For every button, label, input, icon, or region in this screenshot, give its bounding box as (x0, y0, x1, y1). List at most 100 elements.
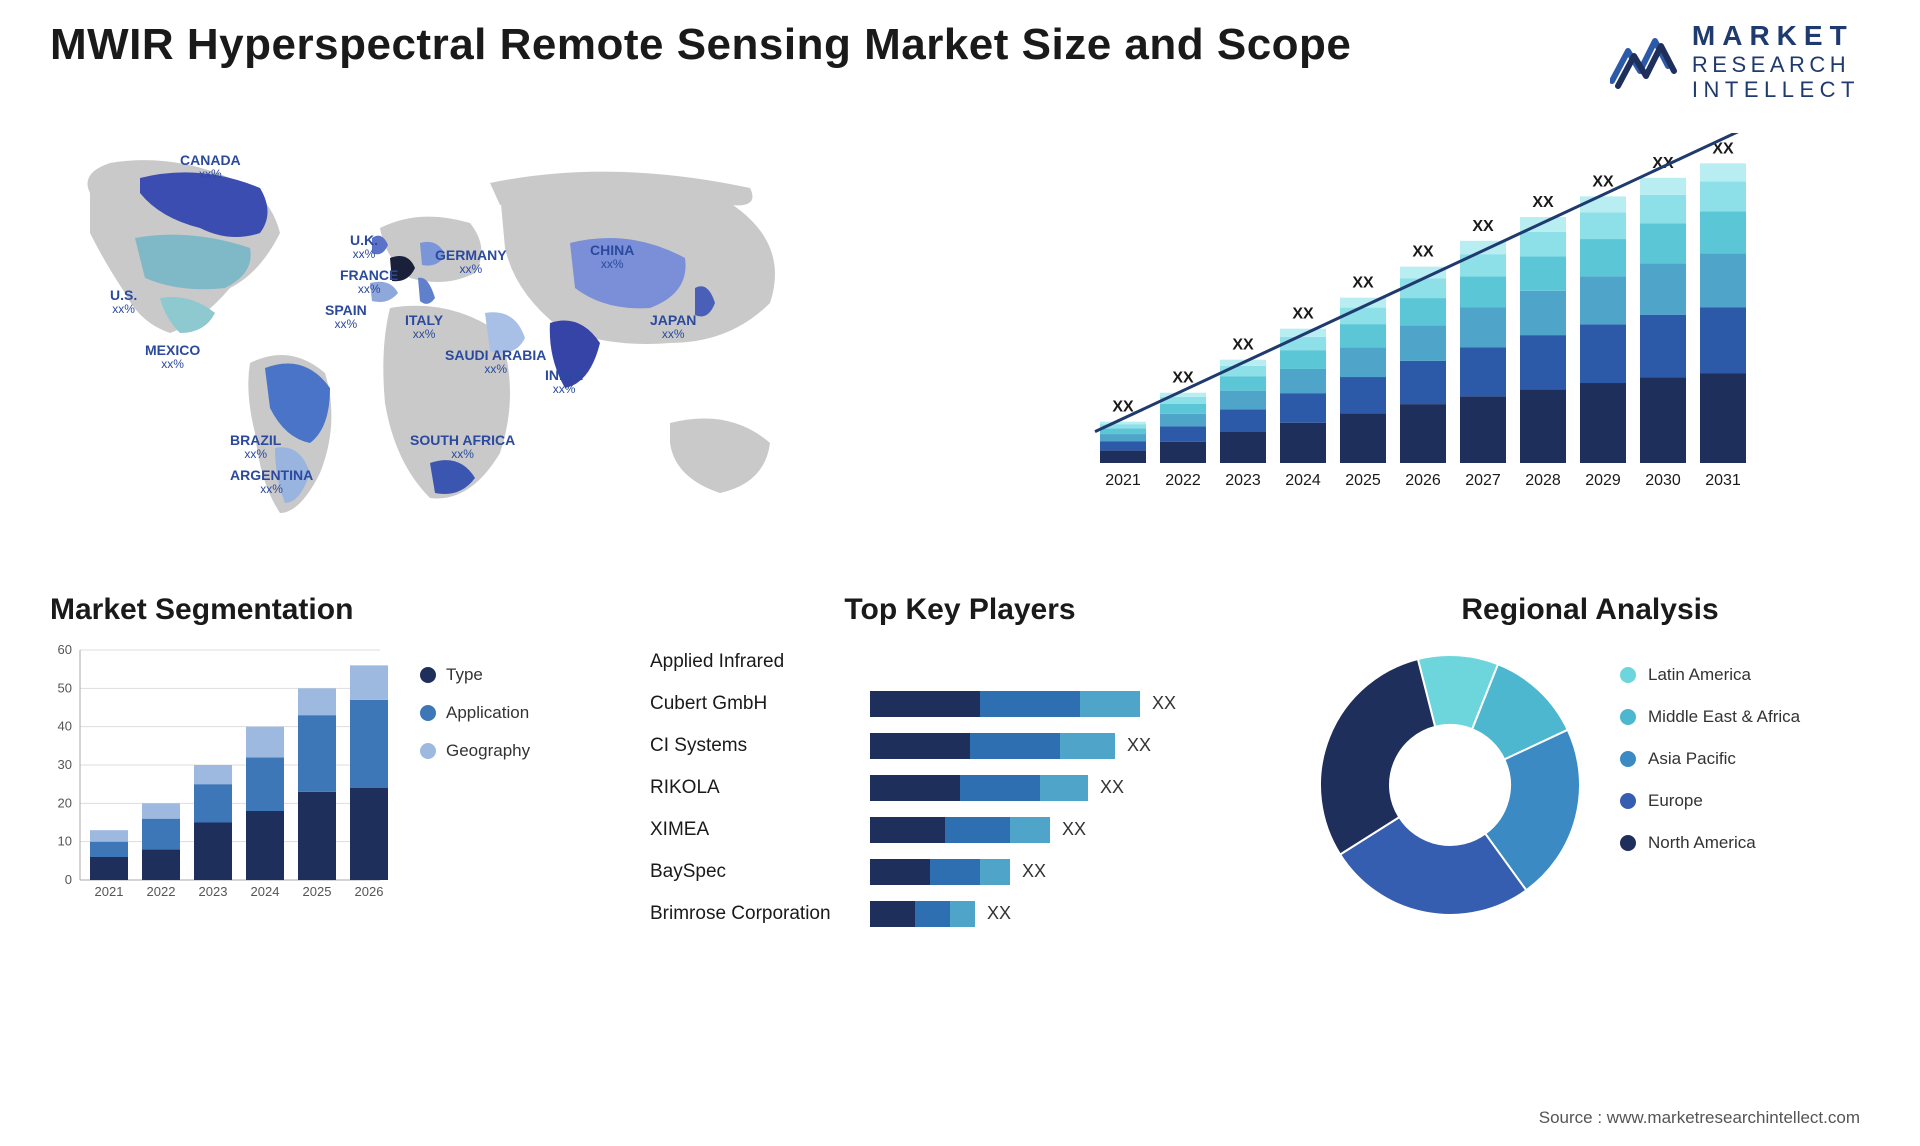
key-player-value: XX (1062, 819, 1086, 840)
growth-bar-segment (1340, 347, 1386, 377)
key-player-name: Brimrose Corporation (650, 903, 870, 925)
growth-bar-label: XX (1352, 274, 1374, 291)
growth-bar-segment (1520, 389, 1566, 463)
growth-bar-segment (1640, 178, 1686, 195)
growth-bar-segment (1460, 396, 1506, 463)
growth-bar-segment (1700, 211, 1746, 253)
segmentation-bar-segment (350, 665, 388, 700)
growth-year-label: 2021 (1105, 472, 1141, 489)
segmentation-bar-segment (142, 818, 180, 849)
logo-icon (1610, 31, 1680, 91)
logo-text-2: RESEARCH (1692, 52, 1860, 77)
growth-year-label: 2029 (1585, 472, 1621, 489)
legend-dot-icon (1620, 751, 1636, 767)
key-player-bar (870, 901, 975, 927)
growth-bar-chart: XX2021XX2022XX2023XX2024XX2025XX2026XX20… (1010, 133, 1870, 513)
growth-bar-segment (1160, 426, 1206, 441)
key-player-bar-segment (870, 901, 915, 927)
key-player-row: CI SystemsXX (650, 729, 1270, 763)
growth-bar-segment (1460, 307, 1506, 347)
key-player-bar (870, 859, 1010, 885)
growth-bar-segment (1160, 442, 1206, 463)
growth-bar-segment (1580, 212, 1626, 239)
growth-bar-label: XX (1232, 336, 1254, 353)
growth-bar-segment (1400, 404, 1446, 463)
segmentation-chart: 0102030405060202120222023202420252026 (50, 645, 390, 905)
growth-year-label: 2022 (1165, 472, 1201, 489)
legend-dot-icon (1620, 709, 1636, 725)
legend-label: Type (446, 665, 483, 685)
growth-bar-segment (1640, 263, 1686, 314)
growth-bar-segment (1400, 361, 1446, 404)
growth-bar-segment (1340, 413, 1386, 463)
segmentation-bar-segment (246, 757, 284, 811)
bottom-row: Market Segmentation 01020304050602021202… (0, 533, 1920, 939)
svg-text:30: 30 (58, 757, 72, 772)
key-player-bar-segment (1040, 775, 1088, 801)
segmentation-legend-item: Geography (420, 741, 530, 761)
growth-bar-segment (1280, 422, 1326, 462)
growth-bar-segment (1100, 441, 1146, 450)
svg-text:20: 20 (58, 795, 72, 810)
growth-bar-segment (1520, 256, 1566, 290)
map-label: SPAINxx% (325, 303, 367, 332)
segmentation-bar-segment (90, 830, 128, 842)
segmentation-year-label: 2022 (147, 884, 176, 899)
key-player-row: XIMEA XX (650, 813, 1270, 847)
key-player-bar-segment (930, 859, 980, 885)
map-label: ITALYxx% (405, 313, 443, 342)
segmentation-section: Market Segmentation 01020304050602021202… (50, 593, 610, 939)
growth-bar-segment (1520, 335, 1566, 389)
key-player-value: XX (1100, 777, 1124, 798)
growth-bar-segment (1340, 324, 1386, 347)
legend-label: Latin America (1648, 665, 1751, 685)
growth-bar-segment (1700, 163, 1746, 181)
key-player-name: Cubert GmbH (650, 693, 870, 715)
growth-bar-segment (1640, 314, 1686, 377)
segmentation-bar-segment (142, 803, 180, 818)
regional-legend-item: North America (1620, 833, 1800, 853)
growth-bar-label: XX (1292, 305, 1314, 322)
key-player-bar-segment (870, 733, 970, 759)
growth-bar-segment (1640, 223, 1686, 263)
growth-bar-segment (1160, 393, 1206, 397)
growth-bar-segment (1400, 278, 1446, 298)
growth-year-label: 2024 (1285, 472, 1321, 489)
growth-bar-segment (1220, 390, 1266, 409)
svg-text:40: 40 (58, 718, 72, 733)
regional-donut-chart (1310, 645, 1590, 925)
segmentation-year-label: 2024 (251, 884, 280, 899)
growth-chart-section: XX2021XX2022XX2023XX2024XX2025XX2026XX20… (1010, 133, 1870, 513)
legend-label: North America (1648, 833, 1756, 853)
map-label: MEXICOxx% (145, 343, 200, 372)
segmentation-title: Market Segmentation (50, 593, 610, 627)
growth-bar-segment (1100, 428, 1146, 434)
segmentation-bar-segment (298, 792, 336, 880)
growth-bar-segment (1580, 196, 1626, 212)
page-title: MWIR Hyperspectral Remote Sensing Market… (50, 20, 1351, 70)
growth-bar-segment (1640, 195, 1686, 224)
map-label: ARGENTINAxx% (230, 468, 313, 497)
world-map (50, 133, 970, 533)
key-player-bar-segment (870, 817, 945, 843)
key-player-row: Brimrose CorporationXX (650, 897, 1270, 931)
legend-dot-icon (420, 705, 436, 721)
growth-year-label: 2023 (1225, 472, 1261, 489)
key-player-name: XIMEA (650, 819, 870, 841)
growth-bar-segment (1640, 377, 1686, 463)
key-player-bar-segment (870, 859, 930, 885)
svg-text:0: 0 (65, 872, 72, 887)
growth-bar-segment (1100, 450, 1146, 462)
segmentation-bar-segment (298, 688, 336, 715)
regional-legend: Latin AmericaMiddle East & AfricaAsia Pa… (1620, 645, 1800, 875)
map-label: SOUTH AFRICAxx% (410, 433, 515, 462)
growth-bar-segment (1580, 383, 1626, 463)
svg-text:10: 10 (58, 833, 72, 848)
legend-label: Europe (1648, 791, 1703, 811)
key-player-bar-segment (870, 691, 980, 717)
key-player-row: RIKOLAXX (650, 771, 1270, 805)
segmentation-legend: TypeApplicationGeography (420, 645, 530, 905)
map-label: SAUDI ARABIAxx% (445, 348, 546, 377)
growth-bar-segment (1220, 432, 1266, 463)
regional-legend-item: Middle East & Africa (1620, 707, 1800, 727)
